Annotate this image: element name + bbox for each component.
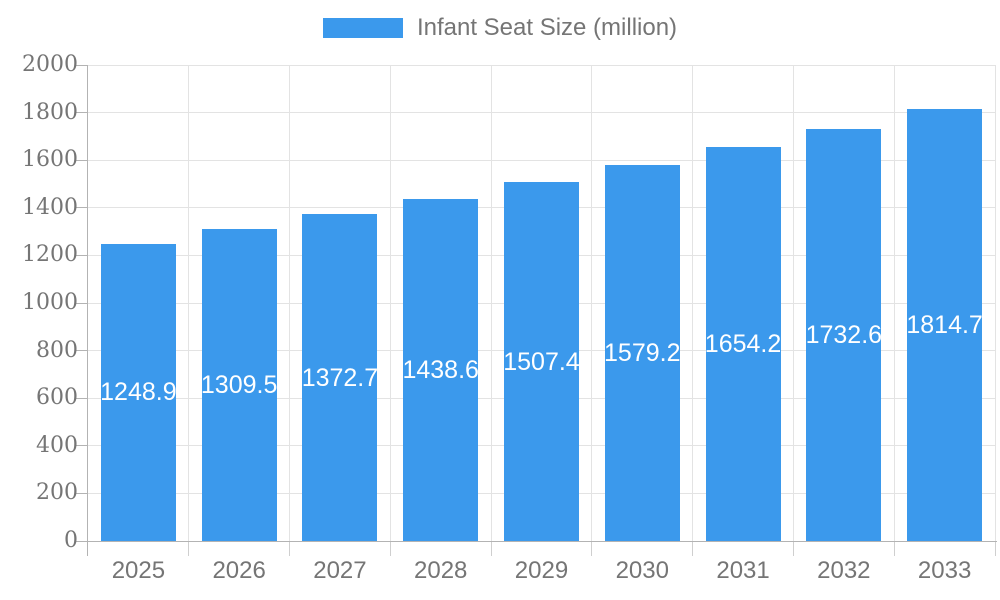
x-axis-tick [994, 541, 996, 556]
vertical-gridline [994, 65, 996, 541]
x-tick-label: 2028 [414, 557, 468, 584]
y-tick-label: 2000 [22, 52, 78, 77]
vertical-gridline [591, 65, 593, 541]
y-axis-tick [75, 112, 88, 114]
bar[interactable] [806, 128, 882, 541]
bar[interactable] [604, 165, 680, 541]
y-tick-label: 1000 [22, 290, 78, 315]
legend-label: Infant Seat Size (million) [416, 14, 678, 41]
bar[interactable] [705, 147, 781, 541]
x-axis-line [88, 540, 997, 542]
y-tick-label: 400 [36, 432, 78, 458]
y-axis-tick [75, 159, 88, 161]
y-axis-tick [75, 207, 88, 209]
vertical-gridline [289, 65, 291, 541]
bar[interactable] [403, 198, 479, 541]
x-tick-label: 2027 [313, 557, 367, 584]
x-tick-label: 2030 [615, 557, 669, 584]
y-tick-label: 200 [36, 480, 78, 506]
horizontal-gridline [88, 112, 995, 114]
horizontal-gridline [88, 159, 995, 161]
y-axis-tick [75, 350, 88, 352]
y-axis-tick [75, 254, 88, 256]
y-tick-label: 1200 [22, 242, 78, 268]
y-tick-label: 800 [36, 337, 78, 363]
vertical-gridline [389, 65, 391, 541]
bar[interactable] [302, 214, 378, 541]
x-axis-tick [389, 541, 391, 556]
horizontal-gridline [88, 64, 995, 66]
y-tick-label: 1600 [22, 147, 78, 173]
vertical-gridline [692, 65, 694, 541]
bar[interactable] [201, 229, 277, 541]
x-axis-tick [188, 541, 190, 556]
x-tick-label: 2026 [212, 557, 266, 584]
vertical-gridline [792, 65, 794, 541]
y-axis-line [87, 65, 88, 556]
bar[interactable] [907, 109, 983, 541]
x-axis-tick [792, 541, 794, 556]
bar[interactable] [504, 182, 579, 541]
vertical-gridline [893, 65, 895, 541]
x-tick-label: 2025 [111, 557, 166, 584]
y-tick-label: 0 [64, 528, 78, 553]
x-tick-label: 2031 [716, 557, 770, 584]
y-axis-tick [75, 64, 88, 66]
legend-item[interactable]: Infant Seat Size (million) [0, 14, 1000, 42]
y-axis-tick [75, 445, 88, 447]
x-axis-tick [490, 541, 492, 556]
vertical-gridline [188, 65, 190, 541]
y-axis-tick [75, 397, 88, 399]
x-axis-tick [893, 541, 895, 556]
legend-swatch [322, 18, 403, 38]
y-tick-label: 1800 [22, 99, 78, 125]
y-tick-label: 1400 [22, 194, 78, 220]
x-tick-label: 2032 [817, 557, 871, 584]
x-tick-label: 2029 [514, 557, 569, 584]
x-axis-tick [591, 541, 593, 556]
vertical-gridline [490, 65, 492, 541]
x-axis-tick [289, 541, 291, 556]
x-tick-label: 2033 [917, 557, 972, 584]
y-tick-label: 600 [36, 385, 78, 411]
bar[interactable] [100, 243, 176, 541]
y-axis-tick [75, 492, 88, 494]
y-axis-tick [75, 540, 88, 542]
x-axis-tick [692, 541, 694, 556]
y-axis-tick [75, 302, 88, 304]
